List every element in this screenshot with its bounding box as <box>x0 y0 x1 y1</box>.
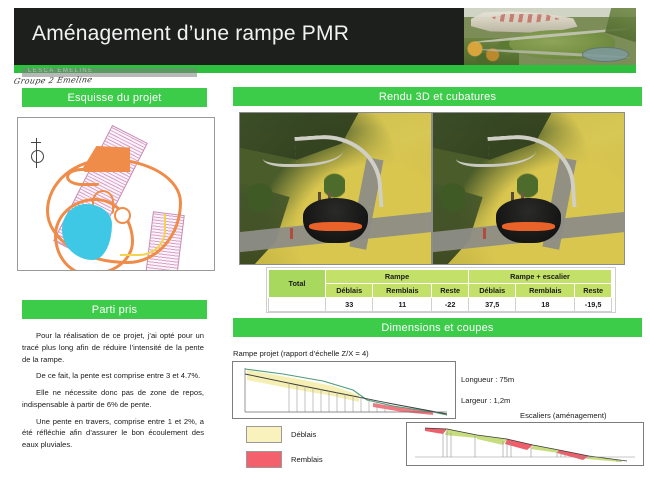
stairs-profile-svg <box>415 427 635 462</box>
legend-swatch-deblais <box>246 426 282 443</box>
ramp-profile-svg <box>244 368 448 416</box>
table-value-reste-1: -22 <box>431 297 469 312</box>
parti-paragraph-1: Pour la réalisation de ce projet, j’ai o… <box>22 331 204 364</box>
section-banner-esquisse: Esquisse du projet <box>22 88 207 107</box>
table-row-values: 33 11 -22 37,5 18 -19,5 <box>268 297 612 312</box>
render1-person <box>318 191 322 201</box>
table-cell-empty <box>268 297 326 312</box>
dimension-largeur: Largeur : 1,2m <box>461 396 511 405</box>
table-value-remblais-2: 18 <box>515 297 576 312</box>
photo-sky <box>464 8 636 18</box>
photo-pond <box>582 47 630 62</box>
render1-building <box>303 197 368 243</box>
dimension-longueur: Longueur : 75m <box>461 375 515 384</box>
north-arrow-bar <box>31 142 41 143</box>
stairs-deblais-3 <box>531 445 559 453</box>
cubatures-table: Total Rampe Rampe + escalier Déblais Rem… <box>268 269 613 312</box>
render-3d-image-1 <box>239 112 432 265</box>
table-col-remblais-2: Remblais <box>515 283 576 298</box>
page-header: Aménagement d’une rampe PMR <box>14 8 636 65</box>
render2-tree-2 <box>440 182 466 216</box>
stairs-profile-diagram <box>406 422 644 466</box>
render2-building <box>496 197 561 243</box>
profile-projected-line <box>244 368 448 416</box>
table-group-rampe-escalier: Rampe + escalier <box>467 269 613 284</box>
stairs-risers <box>442 431 622 462</box>
stairs-deblais-1 <box>445 429 477 438</box>
stairs-deblais-4 <box>587 456 621 462</box>
north-arrow-circle <box>31 150 44 163</box>
page-title: Aménagement d’une rampe PMR <box>32 22 350 45</box>
parti-pris-text: Pour la réalisation de ce projet, j’ai o… <box>22 330 204 456</box>
legend-item-deblais: Déblais <box>246 426 316 443</box>
author-handwritten-note: Groupe 2 Emeline <box>12 75 94 86</box>
render1-person-red <box>289 227 293 239</box>
legend-label-deblais: Déblais <box>291 430 317 439</box>
stairs-caption: Escaliers (aménagement) <box>520 411 607 420</box>
profile-caption: Rampe projet (rapport d’échelle Z/X = 4) <box>233 349 369 358</box>
render2-person <box>511 191 515 201</box>
author-strip-background <box>22 68 197 77</box>
profile-section-ticks <box>288 383 386 412</box>
table-col-remblais-1: Remblais <box>372 283 433 298</box>
table-col-deblais-1: Déblais <box>324 283 374 298</box>
sketch-path-branch <box>66 168 99 186</box>
sketch-path-branch-2 <box>92 190 114 214</box>
section-banner-parti-pris: Parti pris <box>22 300 207 319</box>
sketch-water-body <box>62 204 112 260</box>
section-banner-rendu: Rendu 3D et cubatures <box>233 87 642 106</box>
profile-existing-terrain-line <box>244 373 448 415</box>
table-corner-total: Total <box>268 269 326 298</box>
table-row-column-header: Déblais Remblais Reste Déblais Remblais … <box>269 283 612 298</box>
parti-paragraph-3: Elle ne nécessite donc pas de zone de re… <box>22 388 204 409</box>
table-col-deblais-2: Déblais <box>467 283 517 298</box>
sketch-hub-node <box>114 207 131 224</box>
table-group-rampe: Rampe <box>325 269 469 284</box>
render2-building-band <box>501 221 556 231</box>
stairs-terrain-line <box>424 427 628 462</box>
table-value-remblais-1: 11 <box>372 297 433 312</box>
project-sketch-drawing <box>17 117 215 271</box>
render1-person-2 <box>327 191 331 201</box>
render2-person-red <box>482 227 486 239</box>
table-col-reste-2: Reste <box>574 283 612 298</box>
photo-roofs <box>491 13 561 23</box>
profile-remblais-area <box>373 403 433 415</box>
parti-paragraph-2: De ce fait, la pente est comprise entre … <box>36 371 201 381</box>
render1-tree-2 <box>247 182 273 216</box>
stairs-deblais-2 <box>477 435 507 445</box>
legend-swatch-remblais <box>246 451 282 468</box>
stairs-remblais-3 <box>557 450 589 460</box>
sketch-yellow-path <box>120 214 166 256</box>
parti-paragraph-4: Une pente en travers, comprise entre 1 e… <box>22 416 204 450</box>
table-col-reste-1: Reste <box>431 283 469 298</box>
render1-building-band <box>308 221 363 231</box>
render-3d-image-2 <box>432 112 625 265</box>
table-value-reste-2: -19,5 <box>574 297 612 312</box>
render2-ramp-path-2 <box>455 140 537 168</box>
section-banner-dimensions: Dimensions et coupes <box>233 318 642 337</box>
legend-item-remblais: Remblais <box>246 451 323 468</box>
render2-person-2 <box>520 191 524 201</box>
stairs-remblais-2 <box>505 439 533 450</box>
aerial-village-photo-icon <box>464 8 636 65</box>
table-value-deblais-2: 37,5 <box>467 297 517 312</box>
legend-label-remblais: Remblais <box>291 455 323 464</box>
render1-ramp-path-2 <box>262 140 344 168</box>
stairs-remblais-1 <box>425 428 447 434</box>
table-row-group-header: Total Rampe Rampe + escalier <box>268 269 613 298</box>
ramp-profile-diagram <box>232 361 456 419</box>
author-printed-name: LESCA EMELINE <box>28 68 94 74</box>
table-value-deblais-1: 33 <box>324 297 374 312</box>
header-green-rule <box>14 65 636 73</box>
